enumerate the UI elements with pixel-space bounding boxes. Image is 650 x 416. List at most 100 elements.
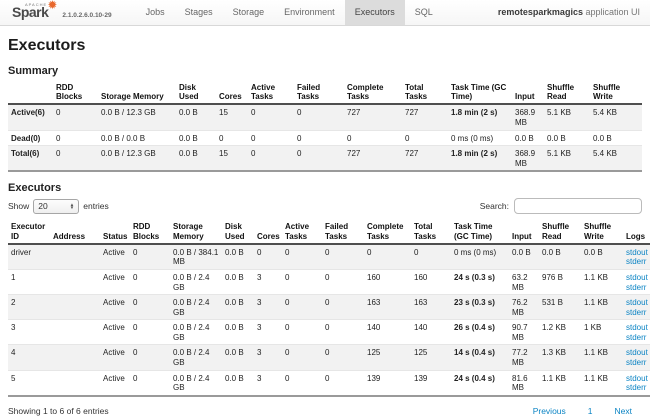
executors-column-header[interactable]: Total Tasks	[411, 220, 451, 245]
executor-cell: 5	[11, 373, 16, 383]
nav-tabs: Jobs Stages Storage Environment Executor…	[136, 0, 443, 25]
executor-cell: 3	[257, 323, 262, 333]
summary-row: Active(6) 0 0.0 B / 12.3 GB 0.0 B 15 0 0 727 727…	[8, 104, 642, 131]
summary-column-header: Shuffle Write	[590, 81, 642, 106]
executors-column-header[interactable]: RDD Blocks	[130, 220, 170, 245]
stderr-link[interactable]: stderr	[626, 257, 647, 267]
executor-cell: 1.1 KB	[584, 373, 609, 383]
tab-executors[interactable]: Executors	[344, 0, 405, 25]
entries-label: entries	[83, 201, 109, 212]
summary-cell: 0.0 B / 12.3 GB	[101, 149, 156, 159]
show-entries-control: Show 20 ▲ ▼ entries	[8, 198, 109, 214]
executors-table: Executor ID Address Status RDD Blocks Storag…	[8, 220, 650, 397]
executor-cell: 2	[11, 298, 16, 308]
stderr-link[interactable]: stderr	[626, 383, 647, 393]
executors-column-header[interactable]: Storage Memory	[170, 220, 222, 245]
stdout-link[interactable]: stdout	[626, 348, 648, 358]
summary-cell: 1.8 min (2 s)	[451, 149, 498, 159]
summary-cell: 0.0 B	[179, 133, 198, 143]
executor-cell: 0.0 B / 2.4 GB	[173, 272, 210, 292]
select-updown-icon: ▲ ▼	[69, 201, 75, 211]
executor-cell: 0.0 B	[225, 247, 244, 257]
executors-column-header[interactable]: Logs	[623, 220, 650, 245]
pagination-previous[interactable]: Previous	[532, 405, 566, 416]
executors-column-header[interactable]: Status	[100, 220, 130, 245]
stderr-link[interactable]: stderr	[626, 358, 647, 368]
spark-logo[interactable]: APACHE Spark ✹	[12, 0, 57, 22]
search-input[interactable]	[514, 198, 642, 215]
tab-jobs[interactable]: Jobs	[145, 7, 165, 17]
spark-wordmark: Spark	[12, 3, 49, 20]
pagination-page-1[interactable]: 1	[587, 405, 593, 416]
summary-cell: 15	[219, 108, 228, 118]
stderr-link[interactable]: stderr	[626, 332, 647, 342]
executor-cell: 139	[367, 373, 381, 383]
executor-cell: 3	[257, 272, 262, 282]
executor-cell: 90.7 MB	[512, 323, 528, 342]
executor-cell: 1 KB	[584, 323, 602, 333]
executor-cell	[50, 269, 100, 294]
executors-column-header[interactable]: Failed Tasks	[322, 220, 364, 245]
summary-cell: 0	[405, 133, 410, 143]
tab-storage[interactable]: Storage	[232, 7, 265, 17]
stdout-link[interactable]: stdout	[626, 272, 648, 282]
executors-table-footer: Showing 1 to 6 of 6 entries Previous 1 N…	[8, 406, 642, 416]
stdout-link[interactable]: stdout	[626, 298, 648, 308]
summary-cell: 0	[219, 133, 224, 143]
executor-cell: 3	[257, 373, 262, 383]
tab-environment[interactable]: Environment	[284, 7, 335, 17]
pagination-next[interactable]: Next	[614, 405, 632, 416]
summary-column-header	[8, 81, 53, 106]
executor-cell: 1.1 KB	[584, 272, 609, 282]
executors-column-header[interactable]: Input	[509, 220, 539, 245]
executors-column-header[interactable]: Cores	[254, 220, 282, 245]
executor-cell: 976 B	[542, 272, 563, 282]
stderr-link[interactable]: stderr	[626, 282, 647, 292]
executor-cell: 23 s (0.3 s)	[454, 298, 495, 308]
tab-sql[interactable]: SQL	[414, 7, 433, 17]
stdout-link[interactable]: stdout	[626, 373, 648, 383]
executor-cell: 0.0 B / 2.4 GB	[173, 323, 210, 342]
executors-table-body: driver Active 0 0.0 B / 384.1 MB 0.0 B 0 0 0 0 0 0…	[8, 243, 650, 396]
show-label: Show	[8, 201, 30, 212]
summary-cell: 368.9 MB	[515, 149, 536, 168]
executor-cell: 0.0 B	[225, 373, 244, 383]
executor-cell: Active	[103, 323, 125, 333]
executor-row: 3 Active 0 0.0 B / 2.4 GB 0.0 B 3 0 0 140 140 26 s…	[8, 319, 650, 345]
executor-logs-cell: stdout stderr	[623, 320, 650, 345]
summary-cell: 0	[297, 149, 302, 159]
executor-cell: 63.2 MB	[512, 272, 528, 292]
executor-cell: 0	[285, 348, 290, 358]
entries-info: Showing 1 to 6 of 6 entries	[8, 405, 109, 416]
executors-column-header[interactable]: Complete Tasks	[364, 220, 411, 245]
executor-cell: 140	[367, 323, 381, 333]
executor-cell: 0	[133, 373, 138, 383]
executors-column-header[interactable]: Shuffle Read	[539, 220, 581, 245]
executors-column-header[interactable]: Task Time (GC Time)	[451, 220, 509, 245]
executors-column-header[interactable]: Disk Used	[222, 220, 254, 245]
executor-cell: 531 B	[542, 298, 563, 308]
executors-column-header[interactable]: Active Tasks	[282, 220, 322, 245]
summary-cell: 0	[297, 133, 302, 143]
executor-cell: 24 s (0.4 s)	[454, 373, 495, 383]
stdout-link[interactable]: stdout	[626, 247, 648, 257]
executor-cell: 14 s (0.4 s)	[454, 348, 495, 358]
summary-row: Dead(0) 0 0.0 B / 0.0 B 0.0 B 0 0 0 0 0 0 ms (0 m…	[8, 130, 642, 146]
executor-cell: 0	[325, 373, 330, 383]
page-size-select[interactable]: 20 ▲ ▼	[33, 198, 80, 214]
stderr-link[interactable]: stderr	[626, 307, 647, 317]
executors-column-header[interactable]: Address	[50, 220, 100, 245]
executor-cell: 0	[325, 298, 330, 308]
executor-cell: 1	[11, 272, 16, 282]
executor-cell: 0	[367, 247, 372, 257]
pagination: Previous 1 Next	[511, 406, 642, 416]
stdout-link[interactable]: stdout	[626, 323, 648, 333]
executor-logs-cell: stdout stderr	[623, 370, 650, 396]
executors-column-header[interactable]: Executor ID	[8, 220, 50, 245]
tab-stages[interactable]: Stages	[184, 7, 213, 17]
summary-cell: 0	[251, 149, 256, 159]
summary-cell: 5.1 KB	[547, 108, 572, 118]
summary-cell: 0	[251, 108, 256, 118]
executor-cell: 163	[367, 298, 381, 308]
executors-column-header[interactable]: Shuffle Write	[581, 220, 623, 245]
